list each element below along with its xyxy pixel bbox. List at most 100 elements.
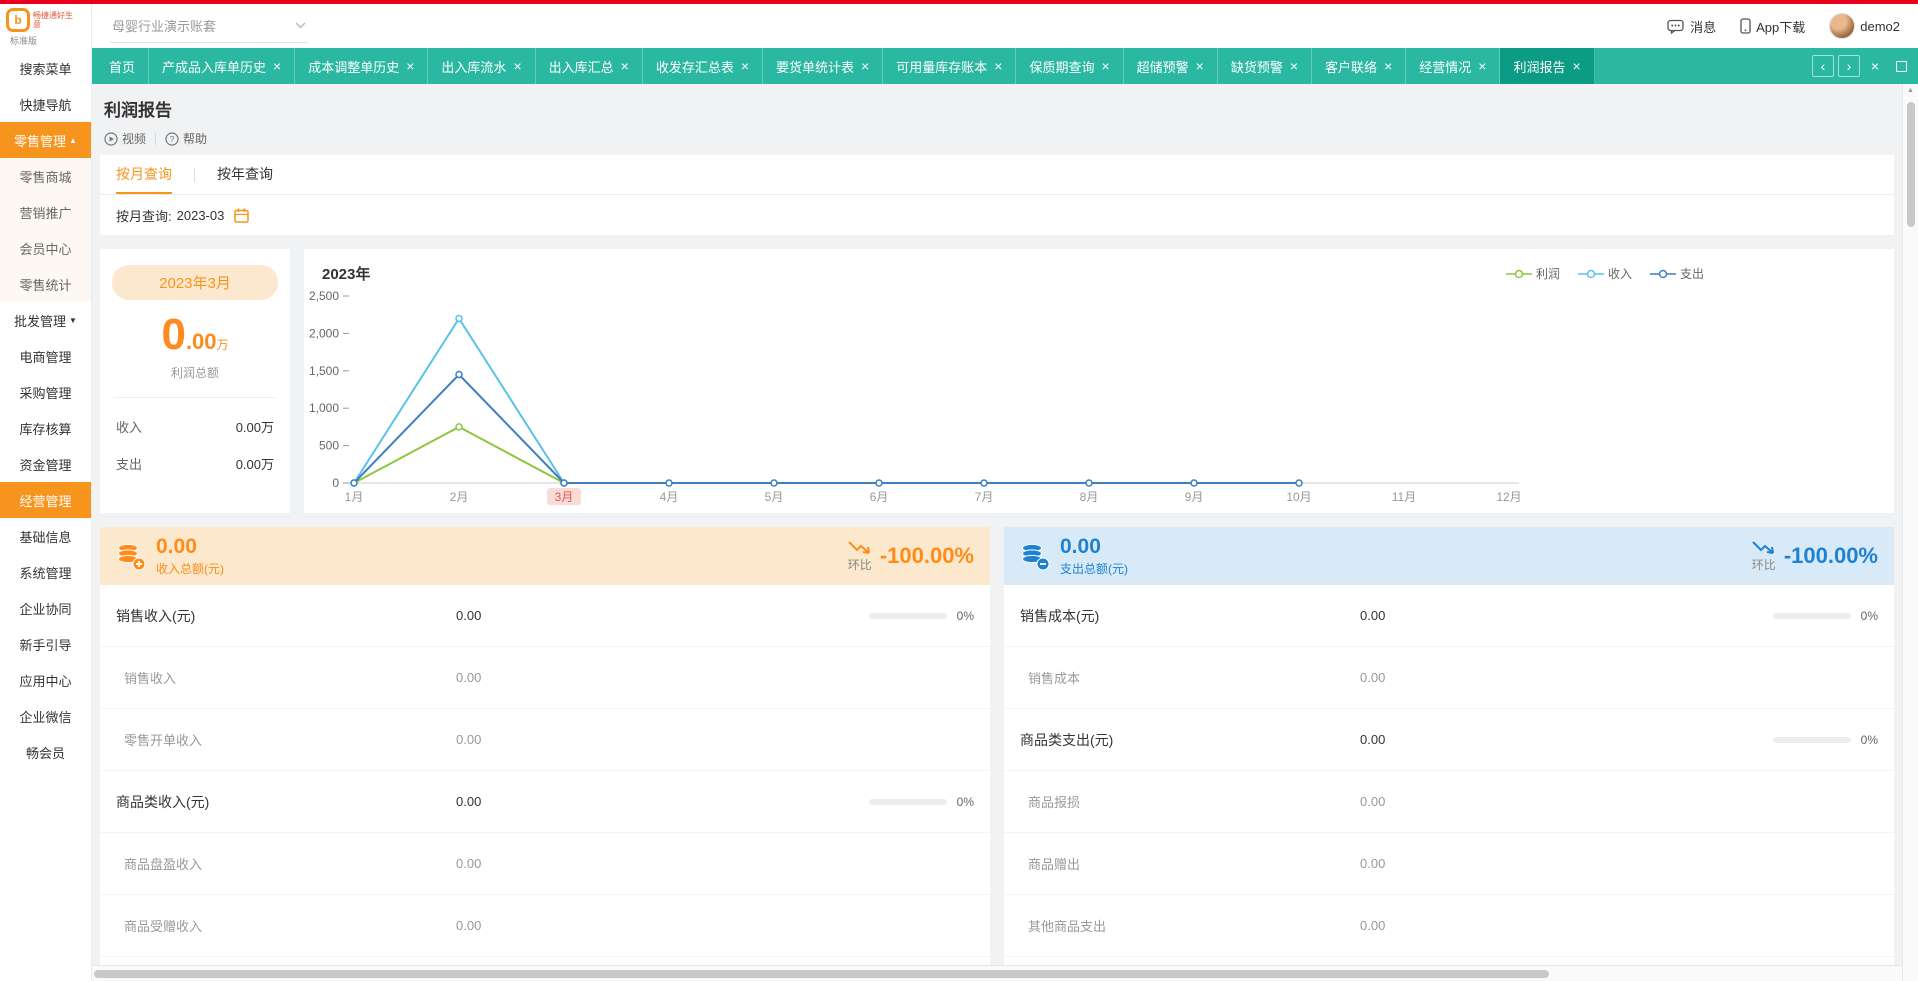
income-ratio-label: 环比 [847, 558, 872, 572]
report-row-label: 商品类收入(元) [116, 793, 210, 810]
sidebar-item-批发管理[interactable]: 批发管理 ▼ [0, 302, 91, 338]
sidebar-item-电商管理[interactable]: 电商管理 [0, 338, 91, 374]
report-row-label: 零售开单收入 [124, 733, 203, 748]
sidebar-item-采购管理[interactable]: 采购管理 [0, 374, 91, 410]
tab-出入库流水[interactable]: 出入库流水 × [428, 48, 536, 84]
tab-利润报告[interactable]: 利润报告 × [1500, 48, 1595, 84]
legend-利润[interactable]: 利润 [1505, 265, 1560, 282]
tab-经营情况[interactable]: 经营情况 × [1406, 48, 1501, 84]
tab-close-icon[interactable]: × [273, 58, 282, 74]
sidebar-item-搜索菜单[interactable]: 搜索菜单 [0, 50, 91, 86]
sidebar-item-基础信息[interactable]: 基础信息 [0, 518, 91, 554]
scroll-tabs-right-button[interactable]: › [1838, 55, 1860, 77]
query-tab-按月查询[interactable]: 按月查询 [116, 155, 172, 194]
tab-close-icon[interactable]: × [620, 58, 629, 74]
query-block: 按月查询 按年查询 按月查询: 2023-03 [100, 155, 1894, 235]
tab-产成品入库单历史[interactable]: 产成品入库单历史 × [149, 48, 296, 84]
summary-row-支出: 支出 0.00万 [114, 445, 276, 482]
sidebar-item-label: 系统管理 [19, 565, 72, 581]
sidebar-item-营销推广[interactable]: 营销推广 [0, 194, 91, 230]
legend-收入[interactable]: 收入 [1577, 265, 1632, 282]
svg-text:9月: 9月 [1185, 490, 1204, 504]
play-circle-icon [104, 131, 118, 146]
brand-logo[interactable]: b 畅捷通好生意 标准版 [0, 4, 91, 50]
summary-row-收入: 收入 0.00万 [114, 408, 276, 445]
sidebar-item-快捷导航[interactable]: 快捷导航 [0, 86, 91, 122]
report-row-value: 0.00 [456, 794, 482, 809]
video-label: 视频 [122, 132, 147, 146]
tab-可用量库存账本[interactable]: 可用量库存账本 × [883, 48, 1017, 84]
tab-close-icon[interactable]: × [740, 58, 750, 74]
tab-close-icon[interactable]: × [513, 58, 522, 74]
sidebar-item-畅会员[interactable]: 畅会员 [0, 734, 91, 770]
query-tab-按年查询[interactable]: 按年查询 [217, 165, 273, 182]
tab-close-icon[interactable]: × [1101, 58, 1110, 74]
tab-超储预警[interactable]: 超储预警 × [1124, 48, 1218, 84]
maximize-icon [1895, 60, 1907, 72]
tab-要货单统计表[interactable]: 要货单统计表 × [763, 48, 884, 84]
calendar-icon[interactable] [234, 208, 250, 223]
profit-line-chart[interactable]: 0 500 1,000 1,500 2,000 2,500 1月 2月 3月 4月 5月 6月 7月 8月… [304, 249, 1894, 513]
tab-首页[interactable]: 首页 [96, 48, 150, 84]
app-download-button[interactable]: App下载 [1740, 17, 1805, 36]
income-ratio: 环比 -100.00% [848, 539, 974, 573]
maximize-button[interactable] [1890, 55, 1912, 77]
tab-label: 超储预警 [1136, 59, 1189, 75]
tab-close-icon[interactable]: × [1289, 58, 1299, 74]
sidebar-item-系统管理[interactable]: 系统管理 [0, 554, 91, 590]
sidebar-item-应用中心[interactable]: 应用中心 [0, 662, 91, 698]
help-link[interactable]: ? 帮助 [165, 130, 207, 147]
tab-保质期查询[interactable]: 保质期查询 × [1016, 48, 1124, 84]
account-select[interactable]: 母婴行业演示账套 [110, 9, 308, 43]
sidebar-item-经营管理[interactable]: 经营管理 [0, 482, 91, 518]
tab-成本调整单历史[interactable]: 成本调整单历史 × [295, 48, 429, 84]
video-link[interactable]: 视频 [104, 130, 146, 147]
horizontal-scrollbar-thumb[interactable] [94, 970, 1549, 978]
expense-ratio-value: -100.00% [1783, 543, 1878, 568]
sidebar-item-企业微信[interactable]: 企业微信 [0, 698, 91, 734]
tab-close-icon[interactable]: × [406, 58, 415, 74]
messages-button[interactable]: 消息 [1667, 17, 1716, 36]
sidebar-item-会员中心[interactable]: 会员中心 [0, 230, 91, 266]
sidebar-item-label: 新手引导 [19, 637, 72, 653]
expense-rows: 销售成本(元) 0.00 0% 销售成本 0.00 商品类支出(元) 0.00 0% 商品报损 0… [1004, 585, 1894, 965]
report-row-零售开单收入: 零售开单收入 0.00 [100, 709, 990, 771]
sidebar-item-label: 电商管理 [19, 349, 72, 365]
tab-close-icon[interactable]: × [1572, 58, 1581, 74]
sidebar-item-库存核算[interactable]: 库存核算 [0, 410, 91, 446]
tab-close-icon[interactable]: × [1195, 58, 1204, 74]
overview-row: 2023年3月 0.00万 利润总额 收入 0.00万 支出 0.00万 2023年 … [100, 249, 1894, 513]
tab-close-icon[interactable]: × [994, 58, 1003, 74]
tab-缺货预警[interactable]: 缺货预警 × [1218, 48, 1313, 84]
tab-出入库汇总[interactable]: 出入库汇总 × [536, 48, 643, 84]
sidebar-item-label: 零售管理 [14, 133, 67, 149]
sidebar-item-企业协同[interactable]: 企业协同 [0, 590, 91, 626]
user-menu[interactable]: demo2 [1829, 13, 1900, 39]
messages-label: 消息 [1690, 19, 1717, 35]
vertical-scrollbar-thumb[interactable] [1907, 102, 1915, 227]
month-picker-value[interactable]: 2023-03 [176, 207, 225, 223]
scroll-tabs-left-button[interactable]: ‹ [1812, 55, 1834, 77]
tab-bar: 首页 产成品入库单历史 × 成本调整单历史 × 出入库流水 × 出入库汇总 × 收发存汇总表 × 要货… [92, 48, 1918, 84]
tab-close-icon[interactable]: × [1384, 58, 1393, 74]
tab-bar-tabs: 首页 产成品入库单历史 × 成本调整单历史 × 出入库流水 × 出入库汇总 × 收发存汇总表 × 要货… [92, 48, 1595, 84]
tab-客户联络[interactable]: 客户联络 × [1312, 48, 1407, 84]
tab-close-icon[interactable]: × [861, 58, 870, 74]
profit-total-dec: .00 [185, 329, 217, 354]
sidebar-item-新手引导[interactable]: 新手引导 [0, 626, 91, 662]
scroll-up-arrow[interactable]: ▲ [1907, 87, 1914, 94]
sidebar-item-资金管理[interactable]: 资金管理 [0, 446, 91, 482]
legend-支出[interactable]: 支出 [1649, 265, 1704, 282]
report-row-progress: 0% [868, 609, 974, 623]
income-total-value: 0.00 [156, 535, 197, 558]
tab-close-icon[interactable]: × [1478, 58, 1487, 74]
tab-label: 客户联络 [1325, 59, 1378, 75]
sidebar-item-零售统计[interactable]: 零售统计 [0, 266, 91, 302]
sidebar-item-零售商城[interactable]: 零售商城 [0, 158, 91, 194]
trend-down-icon [848, 541, 870, 554]
help-circle-icon: ? [165, 131, 179, 146]
sidebar-item-零售管理[interactable]: 零售管理 ▲ [0, 122, 91, 158]
close-all-tabs-button[interactable]: × [1870, 58, 1880, 74]
tab-收发存汇总表[interactable]: 收发存汇总表 × [643, 48, 764, 84]
